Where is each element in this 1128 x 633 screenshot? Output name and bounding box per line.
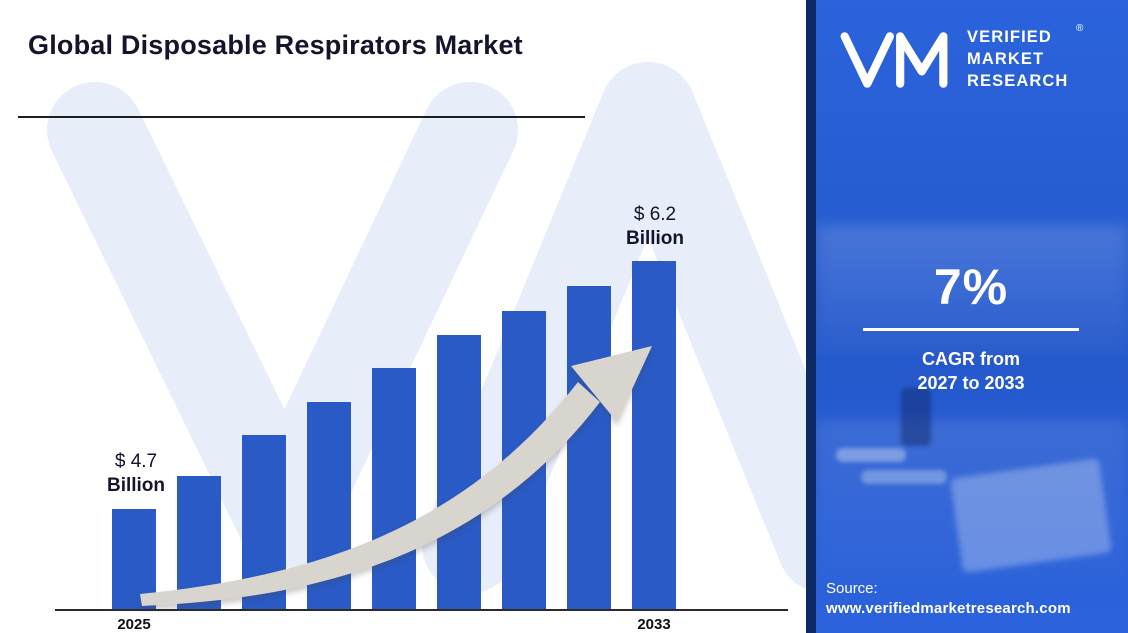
growth-arrow-icon — [140, 346, 652, 606]
last-bar-value: $ 6.2 — [633, 204, 677, 225]
brand-logo: VERIFIED MARKET RESEARCH ® — [835, 22, 1083, 96]
x-axis-line — [55, 609, 788, 611]
bar-2030 — [437, 335, 481, 609]
chart-area: Global Disposable Respirators Market $ 4… — [18, 30, 806, 633]
bar-2032 — [567, 286, 611, 609]
bar-2029 — [372, 368, 416, 609]
bar-2033 — [632, 261, 676, 609]
page-title: Global Disposable Respirators Market — [28, 30, 523, 60]
cagr-divider — [863, 328, 1079, 331]
brand-line-2: MARKET — [967, 49, 1045, 68]
x-axis-label-start: 2025 — [117, 616, 151, 633]
brand-wordmark: VERIFIED MARKET RESEARCH ® — [967, 23, 1083, 92]
first-bar-value-label: $ 4.7 Billion — [71, 450, 201, 498]
cagr-caption-line1: CAGR from — [922, 349, 1020, 369]
x-axis-label-end: 2033 — [637, 616, 671, 633]
source-block: Source: www.verifiedmarketresearch.com — [826, 580, 1071, 617]
source-label: Source: — [826, 580, 878, 597]
first-bar-unit: Billion — [106, 474, 166, 496]
last-bar-unit: Billion — [625, 227, 685, 249]
last-bar-value-label: $ 6.2 Billion — [590, 203, 720, 251]
brand-line-1: VERIFIED — [967, 27, 1052, 46]
info-panel: VERIFIED MARKET RESEARCH ® 7% CAGR from … — [806, 0, 1128, 633]
cagr-caption-line2: 2027 to 2033 — [917, 373, 1025, 394]
source-url-link[interactable]: www.verifiedmarketresearch.com — [826, 600, 1071, 617]
brand-line-3: RESEARCH — [967, 72, 1069, 91]
cagr-value: 7% — [933, 259, 1009, 315]
vmr-logo-icon — [840, 32, 948, 88]
first-bar-value: $ 4.7 — [114, 451, 158, 472]
bar-2025 — [112, 509, 156, 609]
cagr-block: 7% CAGR from 2027 to 2033 — [820, 258, 1122, 396]
title-underline — [18, 116, 585, 118]
panel-edge-stripe — [806, 0, 816, 633]
background-photo — [806, 0, 1128, 633]
registered-trademark-symbol: ® — [1075, 22, 1085, 34]
